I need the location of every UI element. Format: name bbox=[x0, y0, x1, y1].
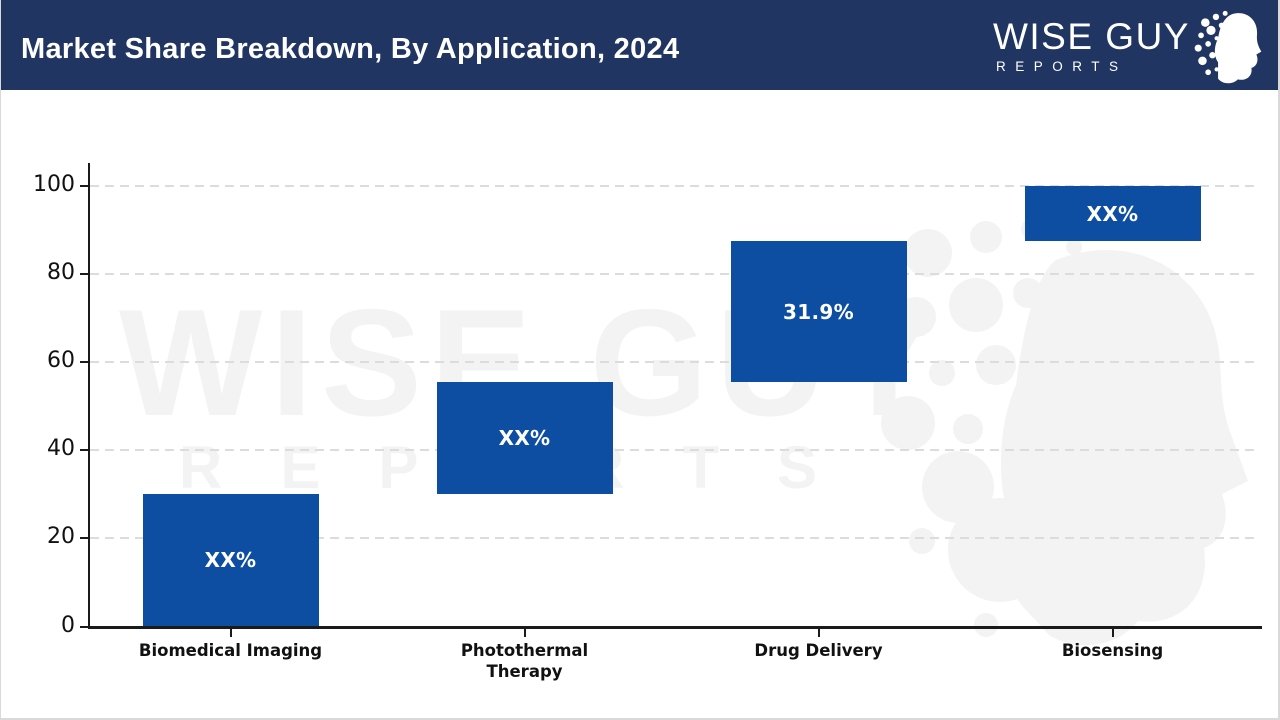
y-tick-mark bbox=[80, 537, 88, 540]
y-axis bbox=[88, 163, 90, 628]
header-bar: Market Share Breakdown, By Application, … bbox=[1, 0, 1278, 90]
logo-subtext: REPORTS bbox=[995, 59, 1128, 74]
y-tick-label: 20 bbox=[47, 524, 75, 550]
x-tick-mark bbox=[1111, 629, 1114, 637]
y-tick-label: 80 bbox=[47, 260, 75, 286]
report-title: Market Share Breakdown, By Application, … bbox=[21, 33, 680, 65]
y-tick-label: 60 bbox=[47, 348, 75, 374]
wiseguy-logo: WISE GUY REPORTS bbox=[993, 7, 1264, 85]
x-tick-label-drug-delivery: Drug Delivery bbox=[754, 641, 883, 660]
y-tick-label: 40 bbox=[47, 436, 75, 462]
x-axis bbox=[88, 626, 1262, 629]
y-tick-mark bbox=[80, 184, 88, 187]
bar-value-label-drug-delivery: 31.9% bbox=[783, 299, 854, 324]
y-tick-mark bbox=[80, 625, 88, 628]
bar-biosensing: XX% bbox=[1024, 185, 1201, 242]
y-tick-mark bbox=[80, 449, 88, 452]
gridline-60 bbox=[90, 361, 1260, 364]
x-tick-label-photothermal-therapy: Photothermal Therapy bbox=[460, 641, 589, 681]
wiseguy-logo-text: WISE GUY REPORTS bbox=[993, 18, 1190, 74]
y-tick-label: 100 bbox=[33, 171, 75, 197]
gridline-20 bbox=[90, 537, 1260, 540]
bar-value-label-photothermal-therapy: XX% bbox=[498, 426, 551, 451]
x-tick-mark bbox=[229, 629, 232, 637]
bar-value-label-biosensing: XX% bbox=[1086, 201, 1139, 226]
y-tick-label: 0 bbox=[61, 612, 75, 638]
y-tick-mark bbox=[80, 273, 88, 276]
logo-wordmark: WISE GUY bbox=[992, 16, 1190, 57]
x-tick-mark bbox=[523, 629, 526, 637]
watermark-head-icon bbox=[881, 218, 1248, 646]
gridline-100 bbox=[90, 184, 1260, 187]
wiseguy-head-icon bbox=[1194, 10, 1262, 84]
x-tick-label-biosensing: Biosensing bbox=[1061, 641, 1164, 660]
gridline-80 bbox=[90, 273, 1260, 276]
bar-value-label-biomedical-imaging: XX% bbox=[204, 548, 257, 573]
x-tick-label-biomedical-imaging: Biomedical Imaging bbox=[138, 641, 323, 660]
bar-biomedical-imaging: XX% bbox=[142, 494, 319, 627]
y-tick-mark bbox=[80, 361, 88, 364]
x-tick-mark bbox=[817, 629, 820, 637]
gridline-40 bbox=[90, 449, 1260, 452]
bar-drug-delivery: 31.9% bbox=[730, 241, 907, 382]
bar-photothermal-therapy: XX% bbox=[436, 381, 613, 495]
